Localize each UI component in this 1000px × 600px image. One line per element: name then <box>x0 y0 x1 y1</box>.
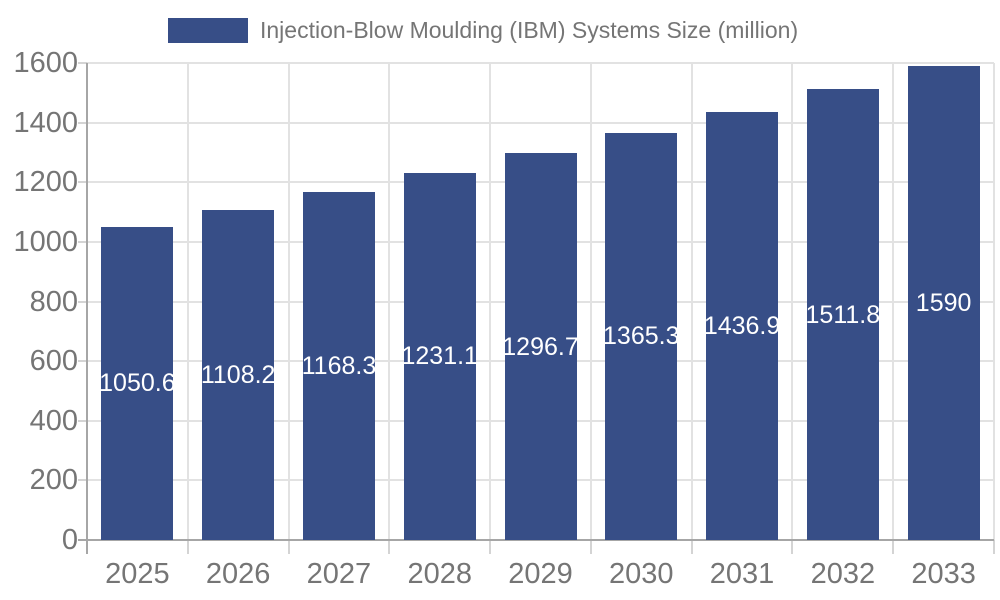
bar-2029 <box>504 153 577 540</box>
y-tick-label: 1200 <box>13 166 78 199</box>
bar-value-label: 1050.6 <box>99 369 176 398</box>
bar-2032 <box>806 89 879 540</box>
x-tick-label: 2028 <box>407 558 472 590</box>
bar-2028 <box>403 172 476 540</box>
y-tick-label: 1600 <box>13 47 78 79</box>
x-tick-label: 2033 <box>911 558 976 590</box>
y-tick-label: 0 <box>61 524 78 556</box>
legend: Injection-Blow Moulding (IBM) Systems Si… <box>168 16 798 44</box>
x-axis-tick <box>791 540 794 554</box>
x-axis-tick <box>489 540 492 554</box>
x-axis-line <box>78 539 994 541</box>
bar-value-label: 1436.9 <box>703 311 781 340</box>
y-tick-label: 200 <box>29 464 78 497</box>
y-axis-tick <box>78 121 87 124</box>
x-tick-label: 2026 <box>205 558 271 590</box>
bar-2033 <box>907 65 980 540</box>
bar-value-label: 1590 <box>915 288 972 317</box>
x-axis-tick <box>892 540 895 554</box>
x-axis-tick <box>690 540 693 554</box>
bar-value-label: 1296.7 <box>502 332 579 361</box>
vertical-gridline <box>993 63 995 540</box>
horizontal-gridline <box>87 62 994 64</box>
y-tick-label: 1000 <box>13 225 78 258</box>
x-tick-label: 2031 <box>709 558 775 590</box>
bar-2025 <box>101 226 174 540</box>
legend-label: Injection-Blow Moulding (IBM) Systems Si… <box>260 17 799 43</box>
legend-swatch <box>168 17 248 43</box>
y-axis-tick <box>78 240 87 243</box>
y-tick-label: 1400 <box>13 106 78 139</box>
bar-2027 <box>302 191 375 540</box>
y-tick-label: 800 <box>29 285 78 318</box>
x-tick-label: 2029 <box>508 558 573 590</box>
x-tick-label: 2032 <box>810 558 876 590</box>
y-axis-line <box>86 63 88 554</box>
y-axis-tick <box>78 360 87 363</box>
y-axis-tick <box>78 181 87 184</box>
y-tick-label: 400 <box>29 404 78 437</box>
y-axis-tick <box>78 62 87 64</box>
y-axis-tick <box>78 419 87 422</box>
x-tick-label: 2027 <box>306 558 372 590</box>
x-axis-tick <box>993 540 995 554</box>
bar-2031 <box>706 111 779 540</box>
bar-value-label: 1168.3 <box>301 351 377 380</box>
x-axis-tick <box>287 540 290 554</box>
bar-value-label: 1365.3 <box>603 322 680 351</box>
bar-value-label: 1231.1 <box>401 342 478 371</box>
y-axis-tick <box>78 300 87 303</box>
x-tick-label: 2025 <box>105 558 170 590</box>
x-axis-tick <box>388 540 391 554</box>
horizontal-gridline <box>87 121 994 124</box>
x-axis-tick <box>186 540 189 554</box>
bar-value-label: 1108.2 <box>200 360 276 389</box>
bar-2030 <box>605 132 678 540</box>
bar-value-label: 1511.8 <box>805 300 881 329</box>
x-axis-tick <box>589 540 592 554</box>
bar-2026 <box>202 209 275 540</box>
y-tick-label: 600 <box>29 345 78 378</box>
x-tick-label: 2030 <box>609 558 674 590</box>
y-axis-tick <box>78 479 87 482</box>
